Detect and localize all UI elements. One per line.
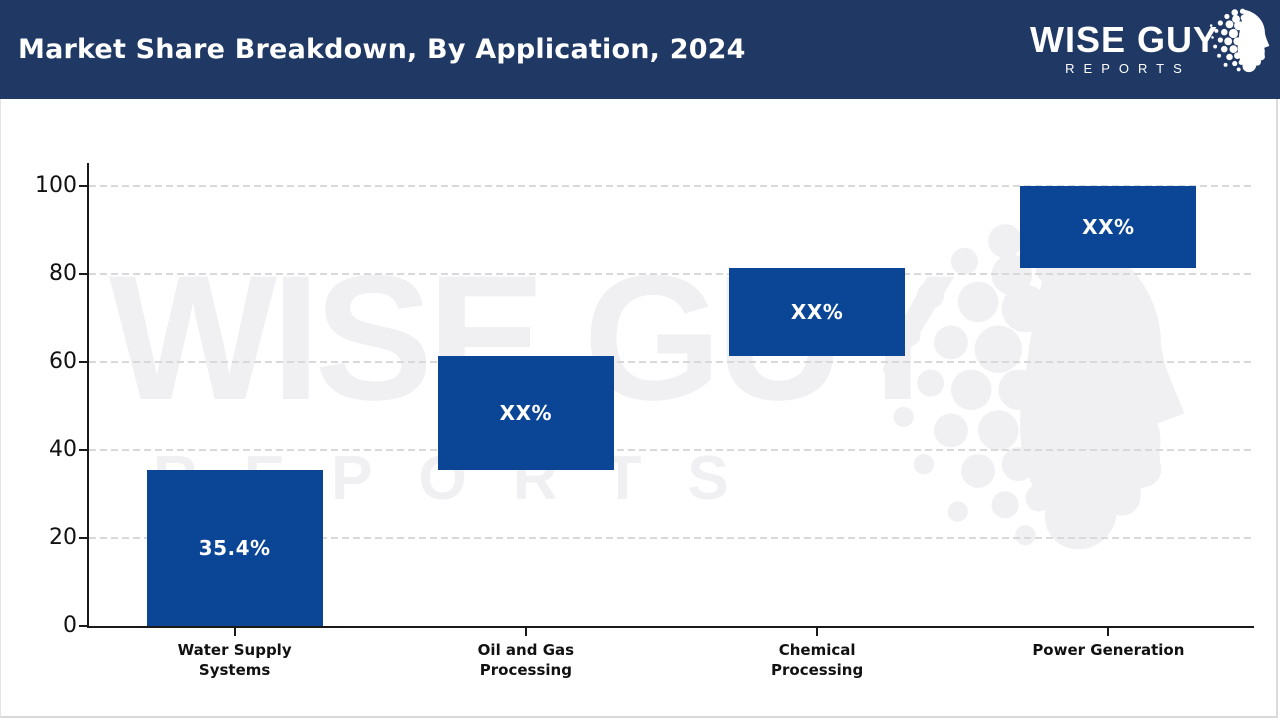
bar-value-label: 35.4% xyxy=(198,536,271,561)
plot: 0 20 40 60 80 100 35.4% Water Supply Systems XX% O… xyxy=(1,99,1276,716)
x-axis-tick-label: Chemical Processing xyxy=(771,641,864,679)
header-bar: Market Share Breakdown, By Application, … xyxy=(0,0,1280,99)
gridline xyxy=(89,449,1254,451)
gridline xyxy=(89,537,1254,539)
x-axis-tick-label: Oil and Gas Processing xyxy=(477,641,575,679)
chart-area: WISE GUY REPORTS 0 20 40 60 80 100 35.4% Water … xyxy=(0,99,1278,718)
waterfall-bar: XX% xyxy=(437,355,614,471)
waterfall-bar: XX% xyxy=(729,267,906,356)
gridline xyxy=(89,185,1254,187)
gridline xyxy=(89,273,1254,275)
x-axis-tick xyxy=(233,628,236,636)
x-axis-tick xyxy=(816,628,819,636)
brand-subtitle: REPORTS xyxy=(1065,61,1191,77)
bar-value-label: XX% xyxy=(790,299,844,324)
x-axis-tick xyxy=(1107,628,1110,636)
brand-logo: WISE GUY REPORTS xyxy=(1030,6,1274,91)
x-axis-tick xyxy=(524,628,527,636)
y-axis-tick xyxy=(79,273,87,275)
x-axis-tick-label: Power Generation xyxy=(1032,641,1185,659)
x-axis-line xyxy=(87,626,1254,628)
x-axis-tick-label: Water Supply Systems xyxy=(177,641,292,679)
y-axis-tick-label: 20 xyxy=(49,525,77,550)
page-title: Market Share Breakdown, By Application, … xyxy=(18,34,746,65)
y-axis-tick xyxy=(79,625,87,627)
brand-logo-text: WISE GUY REPORTS xyxy=(1029,18,1218,77)
y-axis-line xyxy=(87,163,89,626)
waterfall-bar: XX% xyxy=(1020,186,1197,268)
y-axis-tick xyxy=(79,185,87,187)
y-axis-tick xyxy=(79,361,87,363)
y-axis-tick-label: 40 xyxy=(49,437,77,462)
y-axis-tick-label: 60 xyxy=(49,349,77,374)
y-axis-tick xyxy=(79,537,87,539)
brand-name: WISE GUY xyxy=(1029,18,1218,60)
waterfall-bar: 35.4% xyxy=(146,470,323,626)
y-axis-tick-label: 100 xyxy=(35,173,77,198)
head-profile-icon xyxy=(1202,6,1274,91)
gridline xyxy=(89,361,1254,363)
bar-value-label: XX% xyxy=(499,401,553,426)
bar-value-label: XX% xyxy=(1082,214,1135,239)
y-axis-tick xyxy=(79,449,87,451)
y-axis-tick-label: 80 xyxy=(49,261,77,286)
y-axis-tick-label: 0 xyxy=(63,613,77,638)
